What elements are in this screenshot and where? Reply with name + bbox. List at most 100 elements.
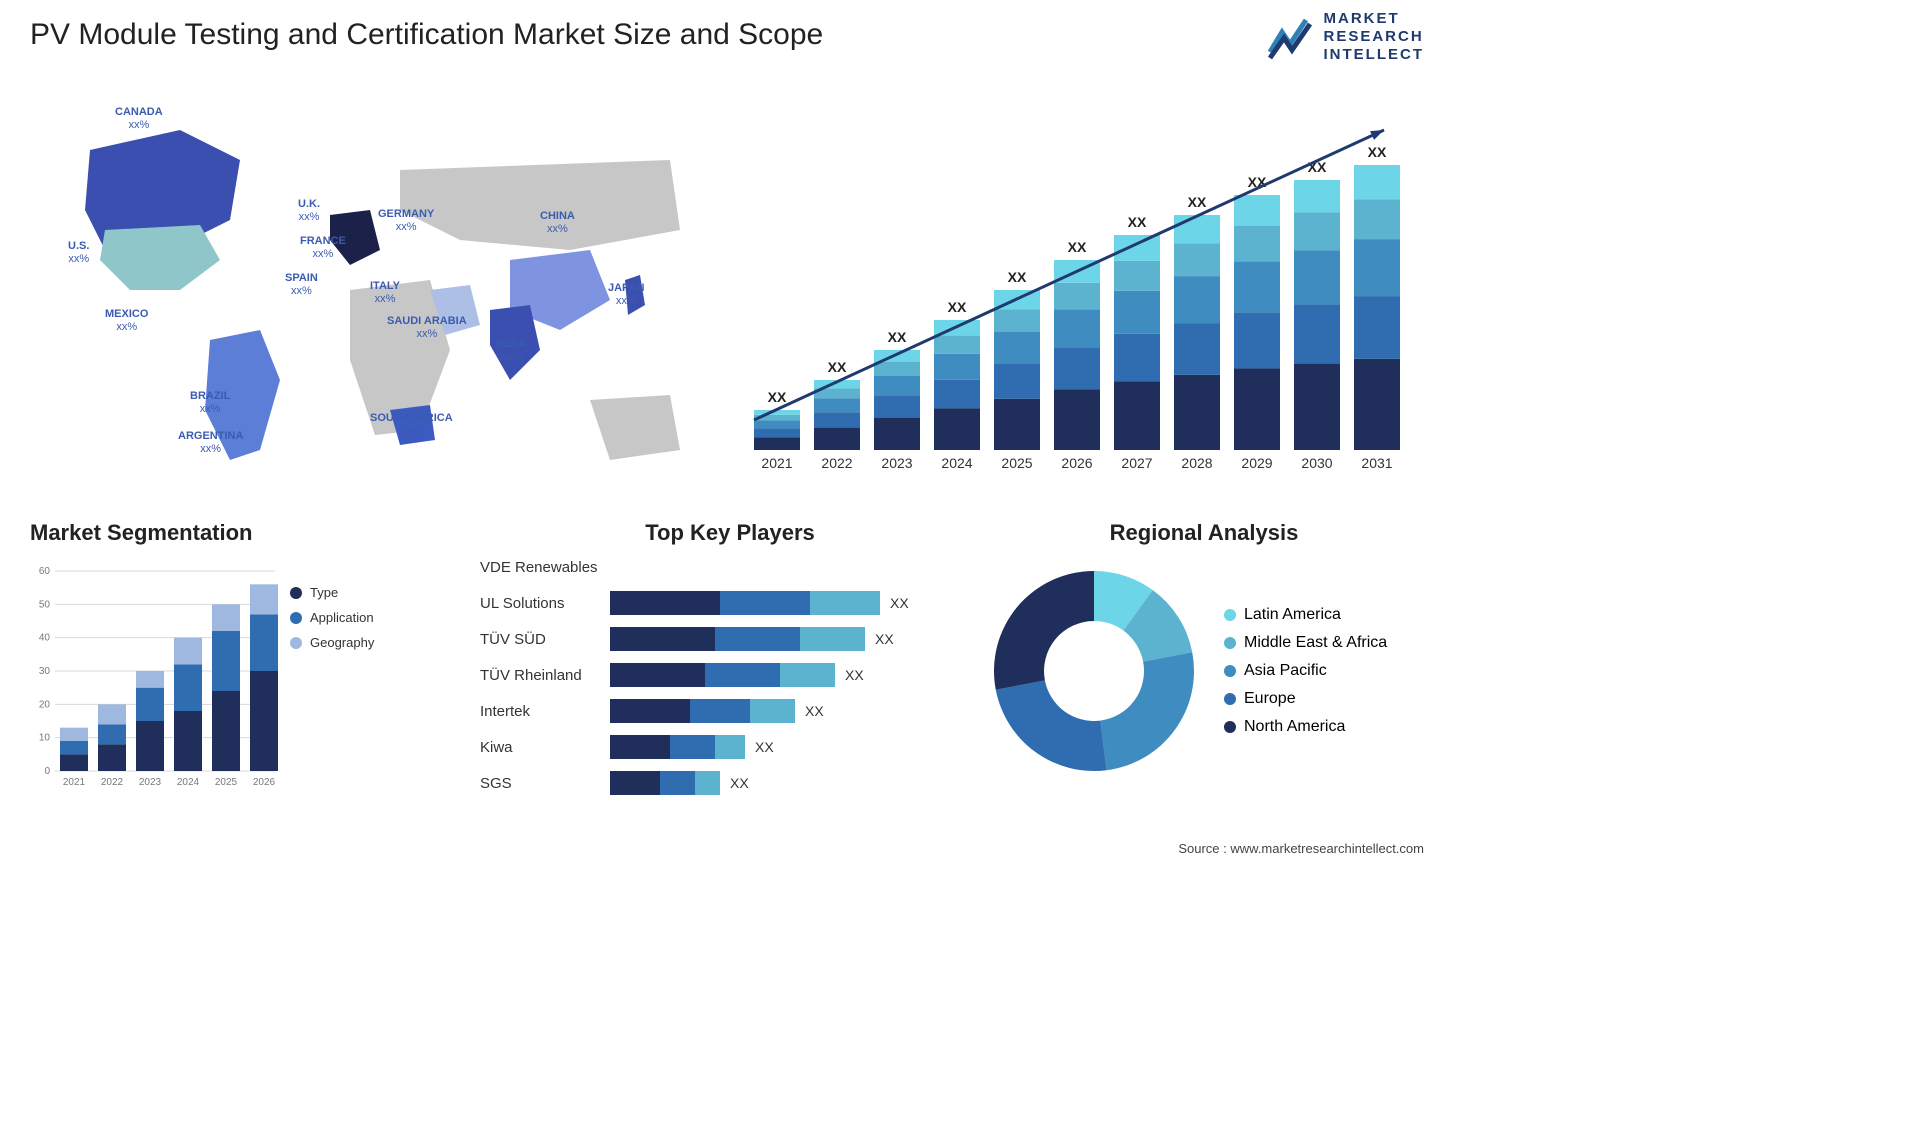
growth-bar bbox=[994, 399, 1040, 450]
player-bar: XX bbox=[610, 735, 980, 759]
growth-bar bbox=[1234, 226, 1280, 262]
map-label-india: INDIAxx% bbox=[496, 338, 526, 364]
map-label-canada: CANADAxx% bbox=[115, 106, 163, 132]
seg-bar bbox=[98, 704, 126, 724]
legend-dot-icon bbox=[290, 637, 302, 649]
growth-bar bbox=[1354, 199, 1400, 239]
growth-bar bbox=[1234, 195, 1280, 226]
player-bar-seg bbox=[610, 591, 720, 615]
logo-line1: MARKET bbox=[1324, 10, 1425, 28]
player-bar: XX bbox=[610, 771, 980, 795]
page-title: PV Module Testing and Certification Mark… bbox=[30, 18, 823, 52]
regional-title: Regional Analysis bbox=[984, 520, 1424, 546]
player-value: XX bbox=[755, 739, 774, 755]
growth-value-label: XX bbox=[1008, 269, 1027, 285]
player-bar-seg bbox=[690, 699, 750, 723]
seg-bar bbox=[136, 671, 164, 688]
world-map: CANADAxx%U.S.xx%MEXICOxx%BRAZILxx%ARGENT… bbox=[30, 90, 710, 490]
growth-bar bbox=[1114, 235, 1160, 261]
arrowhead-icon bbox=[1370, 130, 1384, 140]
seg-bar bbox=[98, 744, 126, 771]
regional-legend-item: Asia Pacific bbox=[1224, 662, 1387, 680]
legend-dot-icon bbox=[1224, 721, 1236, 733]
map-label-france: FRANCExx% bbox=[300, 235, 346, 261]
seg-year-label: 2022 bbox=[101, 777, 124, 788]
player-bar-seg bbox=[610, 627, 715, 651]
growth-bar bbox=[1114, 381, 1160, 450]
growth-bar-chart: 2021XX2022XX2023XX2024XX2025XX2026XX2027… bbox=[744, 100, 1424, 480]
growth-bar bbox=[1174, 323, 1220, 375]
regional-legend-item: North America bbox=[1224, 718, 1387, 736]
legend-label: Type bbox=[310, 585, 338, 600]
growth-bar bbox=[874, 376, 920, 396]
growth-year-label: 2025 bbox=[1001, 455, 1032, 471]
growth-bar bbox=[1054, 309, 1100, 347]
player-bar-seg bbox=[610, 663, 705, 687]
seg-bar bbox=[60, 754, 88, 771]
growth-bar bbox=[1294, 212, 1340, 250]
legend-label: Geography bbox=[310, 635, 374, 650]
player-bar-seg bbox=[610, 735, 670, 759]
growth-bar bbox=[934, 408, 980, 450]
seg-bar bbox=[60, 728, 88, 741]
growth-year-label: 2028 bbox=[1181, 455, 1212, 471]
legend-label: Application bbox=[310, 610, 374, 625]
growth-bar bbox=[814, 428, 860, 450]
growth-value-label: XX bbox=[1068, 239, 1087, 255]
players-title: Top Key Players bbox=[480, 520, 980, 546]
player-bar-seg bbox=[705, 663, 780, 687]
player-value: XX bbox=[875, 631, 894, 647]
growth-year-label: 2027 bbox=[1121, 455, 1152, 471]
growth-bar bbox=[1294, 250, 1340, 304]
map-label-saudiarabia: SAUDI ARABIAxx% bbox=[387, 315, 467, 341]
growth-year-label: 2031 bbox=[1361, 455, 1392, 471]
growth-bar bbox=[874, 418, 920, 450]
player-bar-seg bbox=[660, 771, 695, 795]
player-label: Kiwa bbox=[480, 739, 610, 756]
seg-bar bbox=[136, 688, 164, 721]
player-row: SGSXX bbox=[480, 768, 980, 798]
player-bar-seg bbox=[800, 627, 865, 651]
map-label-china: CHINAxx% bbox=[540, 210, 575, 236]
donut-slice bbox=[994, 571, 1094, 690]
seg-ytick: 0 bbox=[44, 766, 50, 777]
seg-year-label: 2026 bbox=[253, 777, 276, 788]
seg-bar bbox=[250, 584, 278, 614]
player-label: UL Solutions bbox=[480, 595, 610, 612]
players-block: Top Key Players VDE RenewablesUL Solutio… bbox=[480, 520, 980, 798]
growth-year-label: 2024 bbox=[941, 455, 972, 471]
player-bar: XX bbox=[610, 699, 980, 723]
growth-year-label: 2021 bbox=[761, 455, 792, 471]
player-bar-seg bbox=[610, 699, 690, 723]
map-shape-au bbox=[590, 395, 680, 460]
player-label: TÜV Rheinland bbox=[480, 667, 610, 684]
regional-legend-item: Europe bbox=[1224, 690, 1387, 708]
growth-bar bbox=[1354, 239, 1400, 296]
growth-bar bbox=[1354, 359, 1400, 450]
growth-value-label: XX bbox=[828, 359, 847, 375]
growth-value-label: XX bbox=[1368, 144, 1387, 160]
seg-year-label: 2023 bbox=[139, 777, 162, 788]
player-bar: XX bbox=[610, 663, 980, 687]
growth-bar bbox=[994, 332, 1040, 364]
segmentation-title: Market Segmentation bbox=[30, 520, 450, 546]
player-row: Kiwa XX bbox=[480, 732, 980, 762]
seg-ytick: 60 bbox=[39, 566, 51, 577]
seg-bar bbox=[98, 724, 126, 744]
logo-line2: RESEARCH bbox=[1324, 28, 1425, 46]
seg-bar bbox=[174, 638, 202, 665]
player-row: TÜV RheinlandXX bbox=[480, 660, 980, 690]
growth-bar bbox=[1354, 296, 1400, 359]
seg-bar bbox=[212, 691, 240, 771]
player-bar-seg bbox=[720, 591, 810, 615]
growth-bar bbox=[1294, 180, 1340, 212]
player-label: Intertek bbox=[480, 703, 610, 720]
map-label-argentina: ARGENTINAxx% bbox=[178, 430, 243, 456]
growth-value-label: XX bbox=[1128, 214, 1147, 230]
seg-year-label: 2025 bbox=[215, 777, 238, 788]
growth-bar bbox=[754, 437, 800, 450]
legend-label: North America bbox=[1244, 718, 1345, 736]
map-label-uk: U.K.xx% bbox=[298, 198, 320, 224]
growth-bar bbox=[934, 354, 980, 380]
map-label-southafrica: SOUTH AFRICAxx% bbox=[370, 412, 453, 438]
